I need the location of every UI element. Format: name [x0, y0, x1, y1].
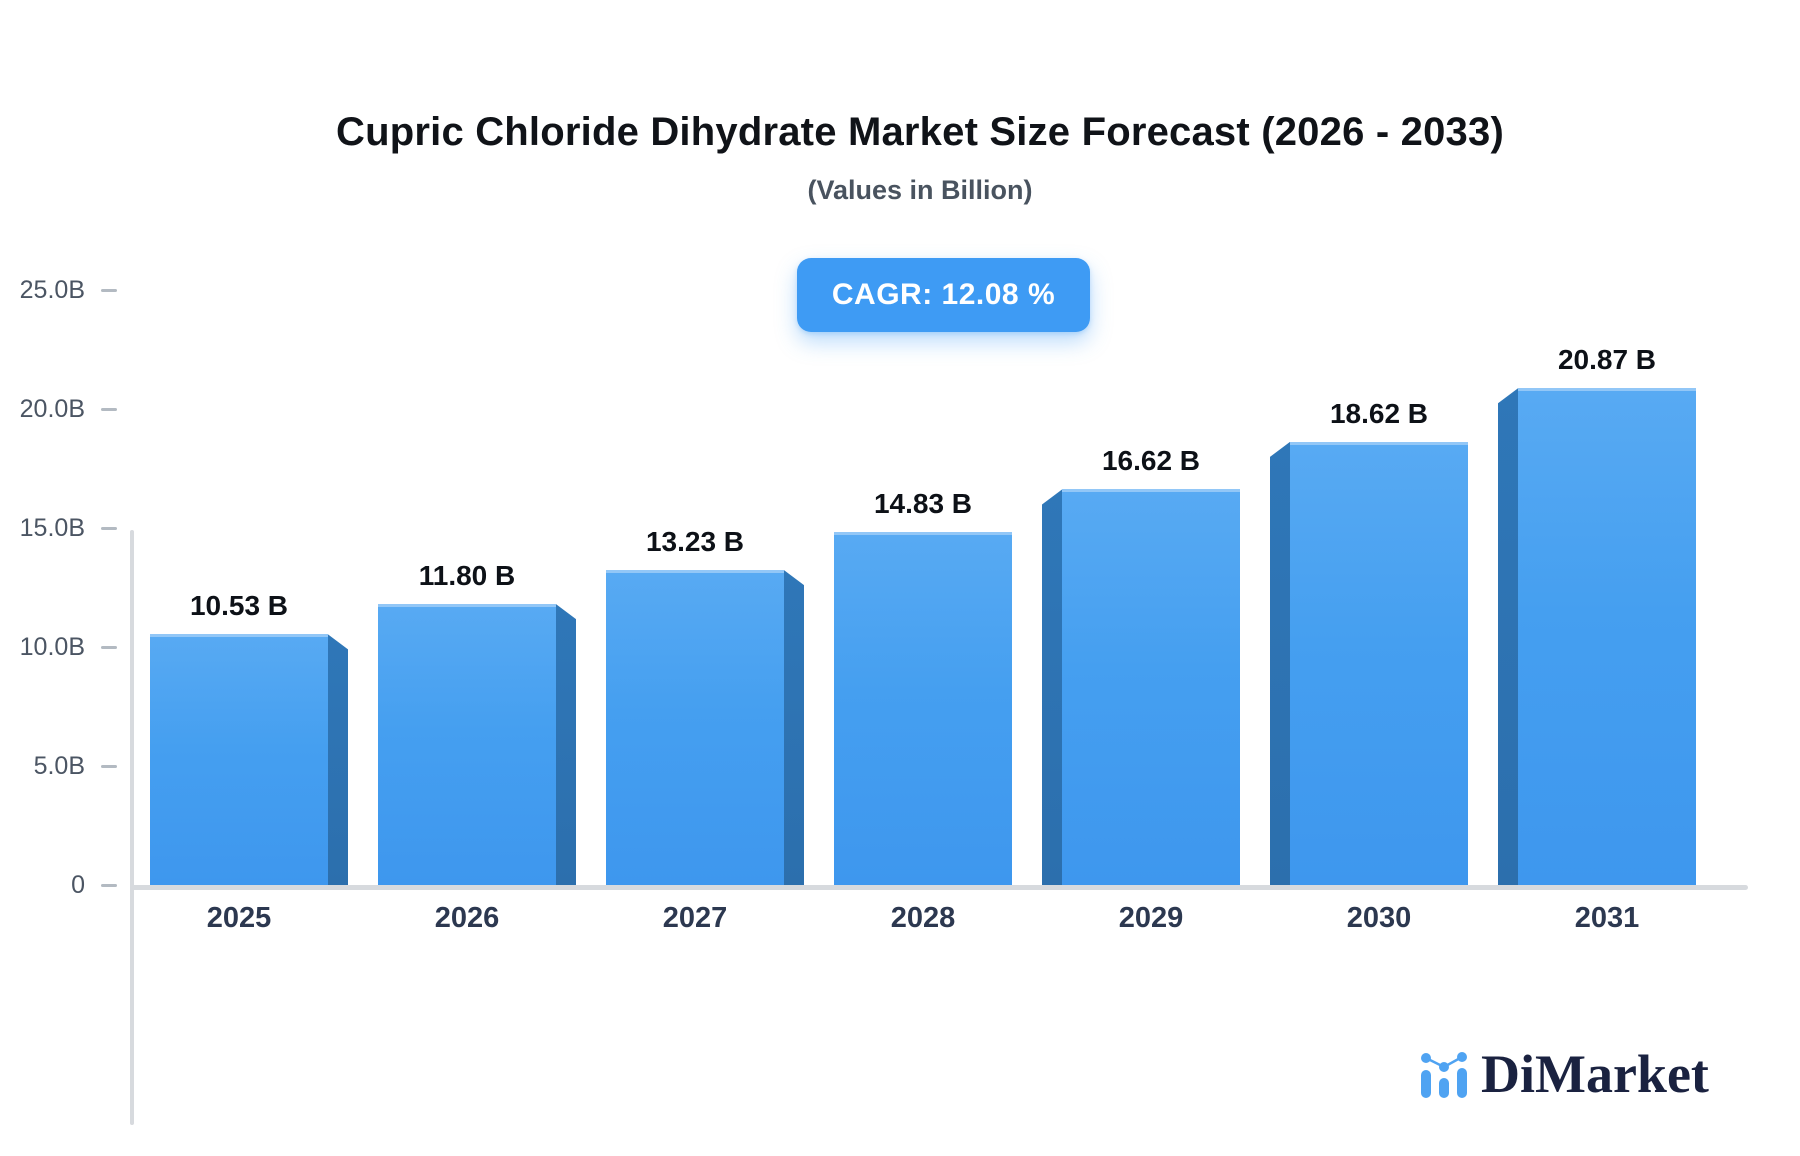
y-axis-label: 20.0B — [19, 395, 85, 423]
bar-value-label: 10.53 B — [189, 590, 289, 622]
cagr-badge: CAGR: 12.08 % — [797, 258, 1090, 332]
x-axis-label: 2025 — [206, 902, 272, 934]
y-axis-tick — [101, 408, 117, 411]
bar-side — [784, 570, 804, 885]
y-axis-tick — [101, 765, 117, 768]
y-axis-label: 5.0B — [33, 752, 85, 780]
x-axis-label: 2029 — [1118, 902, 1184, 934]
chart-subtitle: (Values in Billion) — [807, 175, 1033, 205]
y-axis-tick — [101, 884, 117, 887]
x-axis-label: 2031 — [1574, 902, 1640, 934]
bar-face — [150, 634, 328, 885]
bar-side — [1042, 489, 1062, 885]
bar-side — [1270, 441, 1290, 885]
y-axis-label: 10.0B — [19, 633, 85, 661]
bar-face — [1518, 388, 1696, 885]
bar-side — [1498, 388, 1518, 885]
x-axis-label: 2028 — [890, 902, 956, 934]
bar-value-label: 16.62 B — [1101, 445, 1201, 477]
y-axis-label: 25.0B — [19, 276, 85, 304]
y-axis-tick — [101, 646, 117, 649]
y-axis-tick — [101, 289, 117, 292]
cagr-badge-label: CAGR: 12.08 % — [831, 278, 1056, 311]
logo: DiMarket — [1418, 1038, 1709, 1110]
y-axis-label: 15.0B — [19, 514, 85, 542]
plot-area — [0, 240, 1800, 1125]
bar-value-label: 20.87 B — [1557, 344, 1657, 376]
x-axis-label: 2027 — [662, 902, 728, 934]
bar-side — [556, 604, 576, 885]
y-axis-line — [130, 530, 134, 1125]
bar-value-label: 18.62 B — [1329, 397, 1429, 429]
bar-value-label: 13.23 B — [645, 526, 745, 558]
bar-face — [1290, 441, 1468, 885]
x-axis-label: 2026 — [434, 902, 500, 934]
y-axis-label: 0 — [71, 871, 85, 899]
bar-value-label: 14.83 B — [873, 488, 973, 520]
bar-face — [1062, 489, 1240, 885]
bar-side — [328, 634, 348, 885]
x-axis-line — [130, 885, 1748, 890]
logo-text: DiMarket — [1481, 1044, 1709, 1104]
bar-face — [606, 570, 784, 885]
bar-chart-logo-icon — [1421, 1052, 1467, 1098]
chart-title: Cupric Chloride Dihydrate Market Size Fo… — [336, 110, 1504, 154]
bar-face — [834, 532, 1012, 885]
x-axis-label: 2030 — [1346, 902, 1412, 934]
bar-value-label: 11.80 B — [418, 560, 516, 592]
bar-face — [378, 604, 556, 885]
y-axis-tick — [101, 527, 117, 530]
